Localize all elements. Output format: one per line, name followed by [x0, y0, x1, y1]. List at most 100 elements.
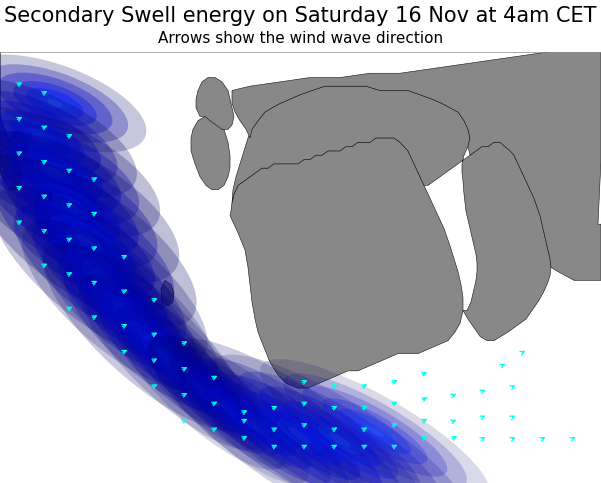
- Ellipse shape: [0, 111, 84, 165]
- Polygon shape: [232, 86, 551, 341]
- Ellipse shape: [81, 278, 209, 395]
- Ellipse shape: [0, 100, 101, 175]
- Ellipse shape: [214, 397, 242, 422]
- Ellipse shape: [66, 248, 134, 304]
- Ellipse shape: [1, 159, 139, 255]
- Ellipse shape: [0, 64, 128, 142]
- Polygon shape: [230, 138, 463, 388]
- Polygon shape: [161, 280, 174, 306]
- Ellipse shape: [355, 419, 395, 443]
- Ellipse shape: [240, 411, 279, 442]
- Ellipse shape: [147, 336, 309, 483]
- Ellipse shape: [99, 294, 192, 379]
- Ellipse shape: [26, 88, 84, 119]
- Polygon shape: [10, 129, 30, 155]
- Polygon shape: [35, 177, 98, 242]
- Ellipse shape: [173, 362, 227, 414]
- Ellipse shape: [322, 398, 427, 464]
- Ellipse shape: [209, 385, 311, 469]
- Ellipse shape: [127, 320, 162, 353]
- Ellipse shape: [46, 167, 64, 178]
- Ellipse shape: [113, 307, 177, 366]
- Ellipse shape: [0, 90, 118, 185]
- Ellipse shape: [142, 335, 201, 390]
- Ellipse shape: [163, 351, 293, 469]
- Ellipse shape: [169, 354, 350, 483]
- Ellipse shape: [0, 78, 137, 198]
- Ellipse shape: [43, 242, 247, 430]
- Ellipse shape: [66, 227, 104, 256]
- Ellipse shape: [50, 235, 149, 317]
- Ellipse shape: [164, 355, 180, 370]
- Ellipse shape: [160, 351, 240, 426]
- Ellipse shape: [75, 267, 165, 345]
- Ellipse shape: [189, 369, 331, 483]
- Polygon shape: [191, 116, 230, 190]
- Ellipse shape: [0, 131, 121, 213]
- Ellipse shape: [0, 146, 157, 268]
- Ellipse shape: [114, 307, 231, 418]
- Ellipse shape: [212, 355, 468, 483]
- Ellipse shape: [32, 133, 48, 143]
- Ellipse shape: [34, 202, 136, 281]
- Ellipse shape: [37, 161, 73, 184]
- Ellipse shape: [339, 409, 411, 454]
- Ellipse shape: [0, 172, 174, 311]
- Ellipse shape: [41, 237, 199, 375]
- Ellipse shape: [47, 99, 63, 108]
- Ellipse shape: [283, 373, 467, 483]
- Ellipse shape: [318, 425, 362, 455]
- Ellipse shape: [0, 55, 147, 152]
- Ellipse shape: [0, 131, 179, 283]
- Ellipse shape: [79, 274, 266, 450]
- Ellipse shape: [260, 386, 420, 483]
- Ellipse shape: [51, 194, 89, 220]
- Polygon shape: [232, 52, 601, 280]
- Ellipse shape: [15, 187, 155, 296]
- Ellipse shape: [14, 204, 186, 348]
- Ellipse shape: [50, 214, 120, 269]
- Ellipse shape: [0, 186, 208, 366]
- Ellipse shape: [147, 336, 373, 483]
- Ellipse shape: [35, 183, 105, 231]
- Ellipse shape: [32, 220, 168, 332]
- Ellipse shape: [145, 337, 254, 440]
- Ellipse shape: [168, 339, 432, 483]
- Polygon shape: [196, 78, 234, 129]
- Ellipse shape: [7, 142, 103, 202]
- Ellipse shape: [20, 172, 120, 242]
- Ellipse shape: [365, 425, 385, 438]
- Ellipse shape: [300, 413, 380, 467]
- Ellipse shape: [22, 152, 88, 193]
- Ellipse shape: [64, 261, 227, 411]
- Ellipse shape: [112, 299, 129, 313]
- Ellipse shape: [13, 81, 97, 126]
- Ellipse shape: [129, 322, 215, 402]
- Text: Secondary Swell energy on Saturday 16 Nov at 4am CET: Secondary Swell energy on Saturday 16 No…: [4, 5, 597, 26]
- Ellipse shape: [131, 323, 269, 454]
- Ellipse shape: [177, 363, 279, 456]
- Ellipse shape: [221, 403, 235, 416]
- Polygon shape: [0, 52, 22, 190]
- Ellipse shape: [61, 200, 79, 213]
- Ellipse shape: [258, 405, 341, 466]
- Ellipse shape: [192, 381, 207, 395]
- Ellipse shape: [185, 374, 215, 402]
- Ellipse shape: [225, 398, 296, 455]
- Ellipse shape: [195, 358, 405, 483]
- Ellipse shape: [156, 347, 188, 377]
- Ellipse shape: [82, 261, 118, 291]
- Ellipse shape: [218, 374, 383, 483]
- Ellipse shape: [89, 279, 151, 333]
- Ellipse shape: [0, 73, 112, 134]
- Ellipse shape: [329, 433, 351, 447]
- Ellipse shape: [278, 419, 323, 452]
- Ellipse shape: [240, 391, 360, 480]
- Ellipse shape: [76, 234, 94, 249]
- Ellipse shape: [114, 306, 287, 470]
- Ellipse shape: [191, 376, 265, 443]
- Ellipse shape: [23, 128, 56, 148]
- Ellipse shape: [203, 386, 254, 433]
- Text: Arrows show the wind wave direction: Arrows show the wind wave direction: [158, 31, 443, 46]
- Ellipse shape: [251, 419, 270, 435]
